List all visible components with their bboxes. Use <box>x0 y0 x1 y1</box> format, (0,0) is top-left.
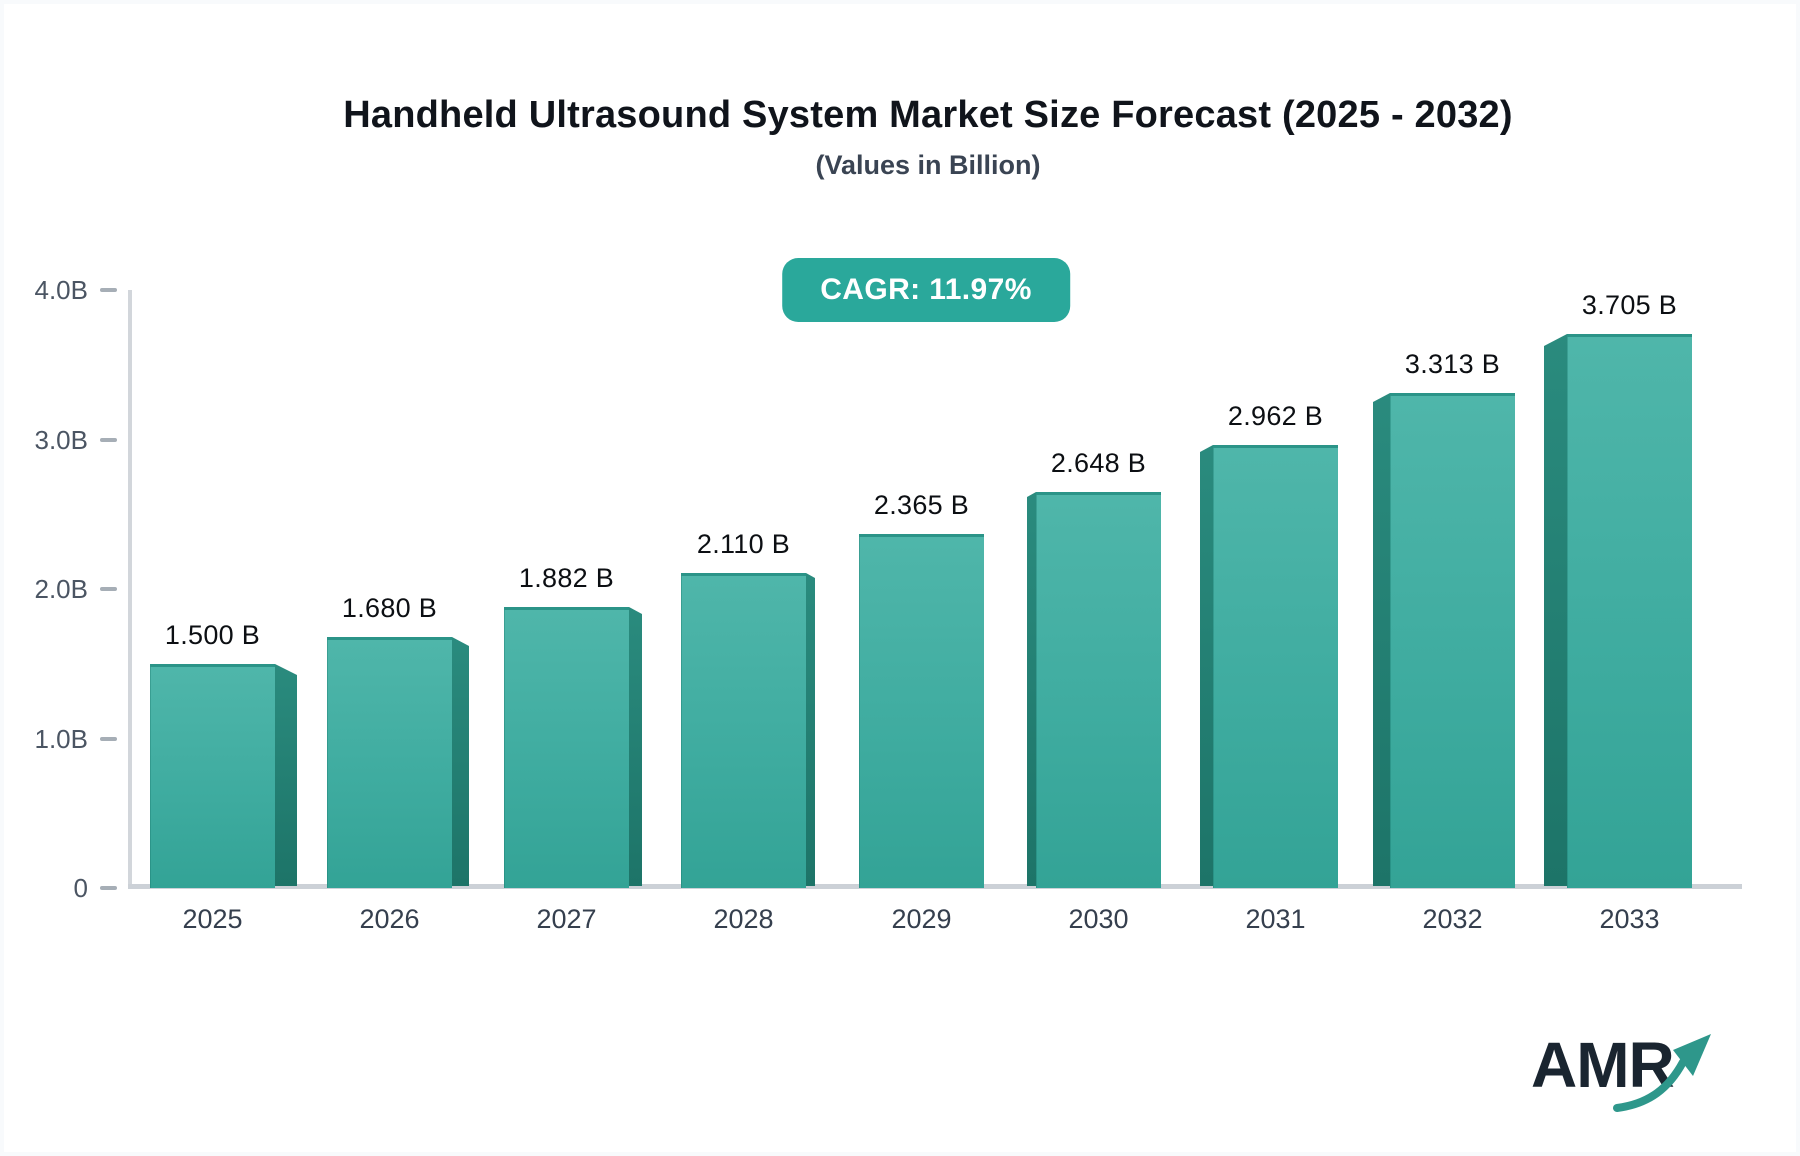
bar-side-face <box>629 607 642 886</box>
bar-front-face <box>859 534 984 888</box>
y-axis-label: 2.0B <box>34 574 89 604</box>
bar-front-face <box>1213 445 1338 888</box>
bar-side-face <box>1200 445 1213 886</box>
bar-value-label: 1.882 B <box>518 563 615 593</box>
x-axis-label: 2030 <box>1068 904 1129 934</box>
x-axis-label: 2025 <box>182 904 243 934</box>
bar-value-label: 3.705 B <box>1581 290 1678 320</box>
bar-side-face <box>1373 393 1390 886</box>
y-tick-dash <box>100 736 117 741</box>
growth-arrow-icon <box>1613 1034 1711 1112</box>
bar-value-label: 2.110 B <box>696 529 791 559</box>
x-axis-label: 2031 <box>1245 904 1306 934</box>
x-axis-label: 2032 <box>1422 904 1483 934</box>
bar-side-face <box>275 664 297 886</box>
y-axis-label: 1.0B <box>34 723 89 754</box>
chart-subtitle: (Values in Billion) <box>815 150 1041 180</box>
bar-front-face <box>1036 492 1161 888</box>
y-axis-label: 0 <box>73 873 88 903</box>
bar-front-face <box>1390 393 1515 888</box>
amr-logo-text: AMR <box>1531 1029 1675 1101</box>
bar-value-label: 1.500 B <box>164 620 261 650</box>
x-axis-label: 2026 <box>359 904 420 934</box>
x-axis-label: 2027 <box>536 904 597 934</box>
bar-value-label: 3.313 B <box>1404 349 1501 379</box>
y-tick-dash <box>100 437 117 442</box>
bar-value-label: 1.680 B <box>341 593 438 623</box>
bar-front-face <box>1567 334 1692 888</box>
bar-front-face <box>504 607 629 888</box>
bar-side-face <box>806 573 815 886</box>
bar-front-face <box>150 664 275 888</box>
x-axis-label: 2033 <box>1599 904 1660 934</box>
bar-side-face <box>1027 492 1036 886</box>
bar-side-face <box>1544 334 1567 886</box>
y-axis-line <box>128 290 132 888</box>
cagr-badge: CAGR: 11.97% <box>782 258 1070 322</box>
amr-logo: AMR <box>1531 1028 1751 1138</box>
bar-side-face <box>452 637 469 886</box>
y-axis-label: 4.0B <box>34 275 89 305</box>
chart-title: Handheld Ultrasound System Market Size F… <box>343 94 1513 136</box>
bar-front-face <box>327 637 452 888</box>
y-tick-dash <box>100 886 117 890</box>
y-tick-dash <box>100 288 117 292</box>
bar-value-label: 2.365 B <box>873 490 970 520</box>
bar-value-label: 2.648 B <box>1050 448 1147 478</box>
x-axis-label: 2029 <box>891 904 952 934</box>
x-axis-label: 2028 <box>713 904 774 934</box>
y-tick-dash <box>100 587 117 591</box>
bar-front-face <box>681 573 806 888</box>
bar-value-label: 2.962 B <box>1227 401 1324 431</box>
y-axis-label: 3.0B <box>34 424 89 455</box>
